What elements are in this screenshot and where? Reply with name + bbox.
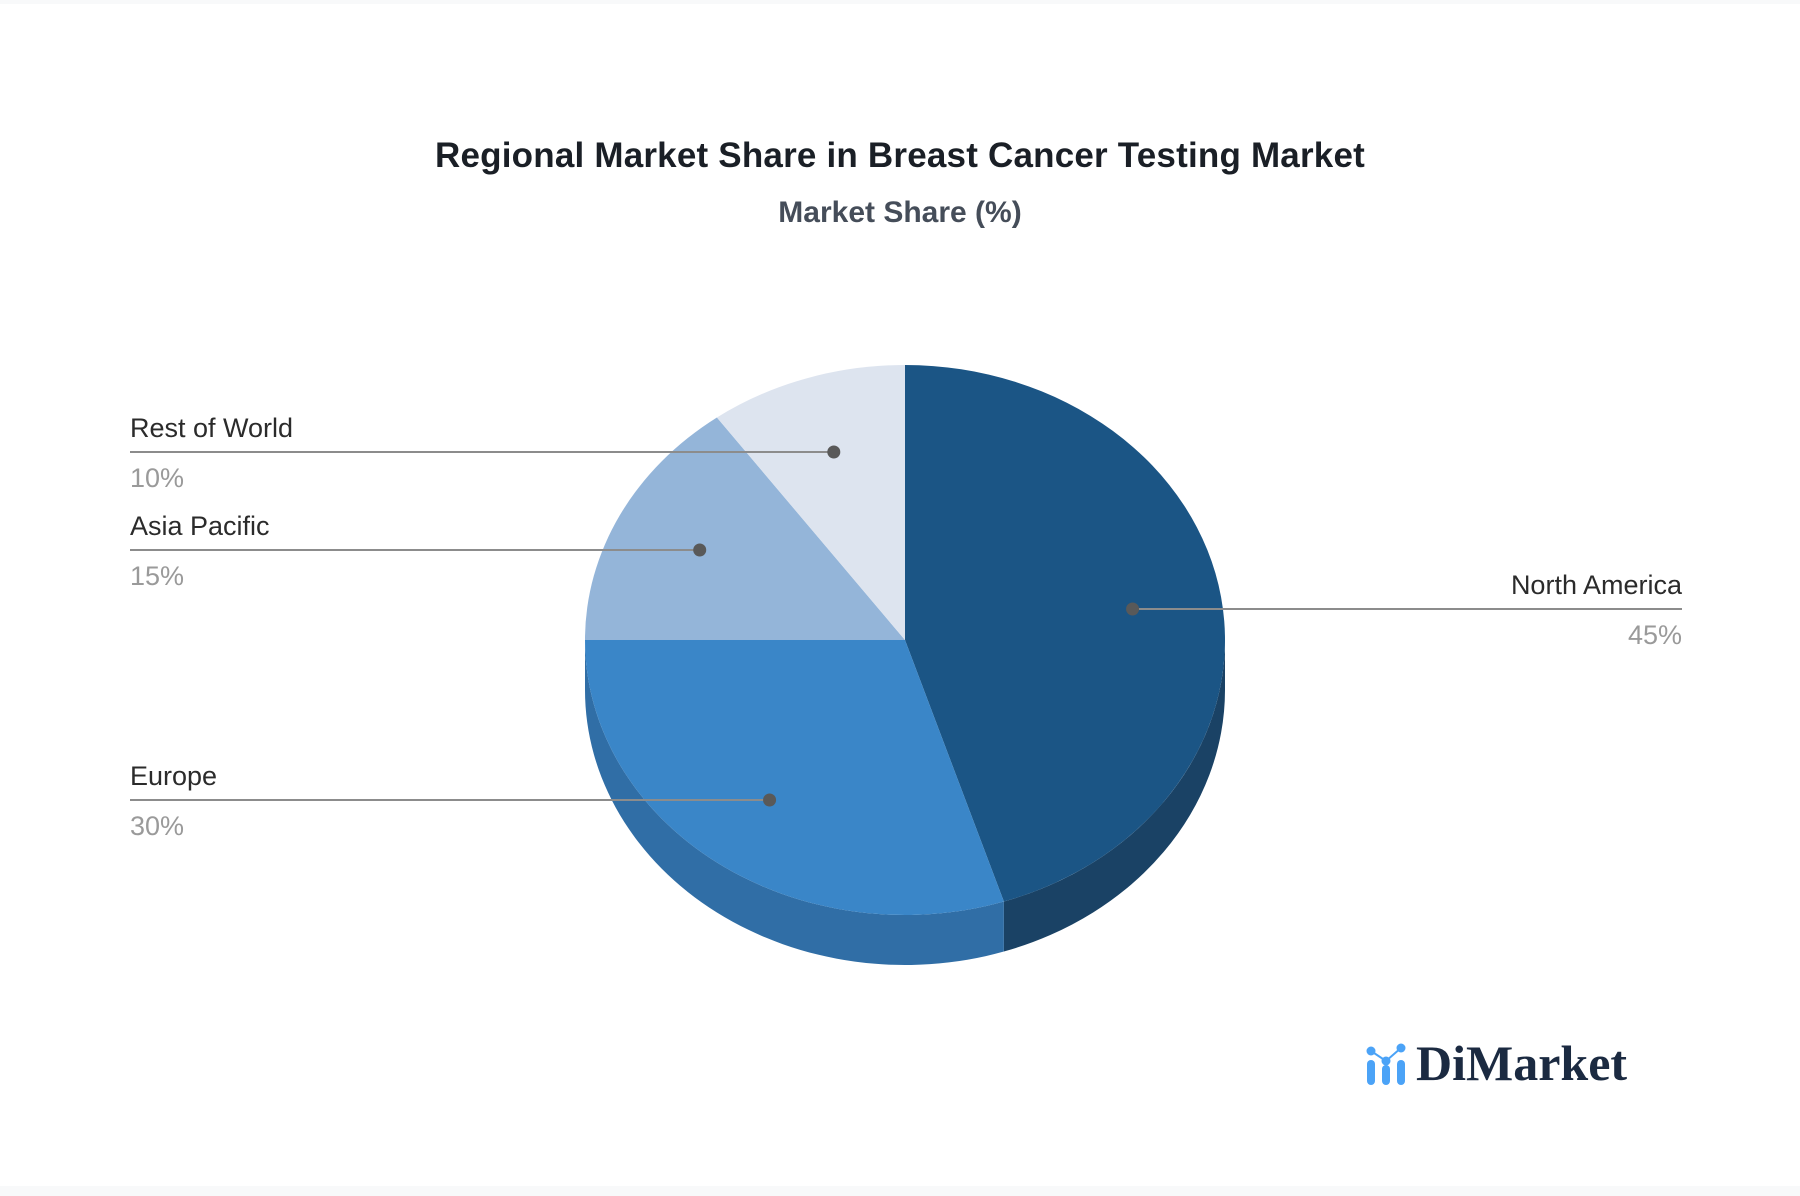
logo-text: DiMarket [1416,1035,1628,1091]
slice-value-asia-pacific: 15% [130,561,185,591]
leader-dot-asia-pacific [693,543,707,557]
pie-slice-side-europe [585,640,1004,965]
leader-dot-north-america [1126,602,1140,616]
dimarket-logo: DiMarket [1360,1038,1680,1098]
slice-label-north-america: North America [1510,570,1682,600]
pie-slice-europe[interactable] [585,640,1004,915]
bar-chart-logo-icon [1366,1043,1406,1085]
chart-subtitle: Market Share (%) [778,196,1022,229]
slice-label-europe: Europe [130,761,218,791]
chart-title: Regional Market Share in Breast Cancer T… [435,136,1365,175]
leader-dot-europe [763,793,777,807]
slice-label-rest-of-world: Rest of World [130,413,294,443]
slice-value-rest-of-world: 10% [130,463,185,493]
pie-slice-rest-of-world[interactable] [716,365,905,640]
pie-slice-north-america[interactable] [905,365,1225,902]
slice-label-asia-pacific: Asia Pacific [130,511,270,541]
pie-slice-asia-pacific[interactable] [585,417,905,640]
pie-slice-side-north-america [1003,640,1225,952]
slice-value-europe: 30% [130,811,185,841]
leader-dot-rest-of-world [827,445,841,459]
slice-value-north-america: 45% [1627,620,1682,650]
